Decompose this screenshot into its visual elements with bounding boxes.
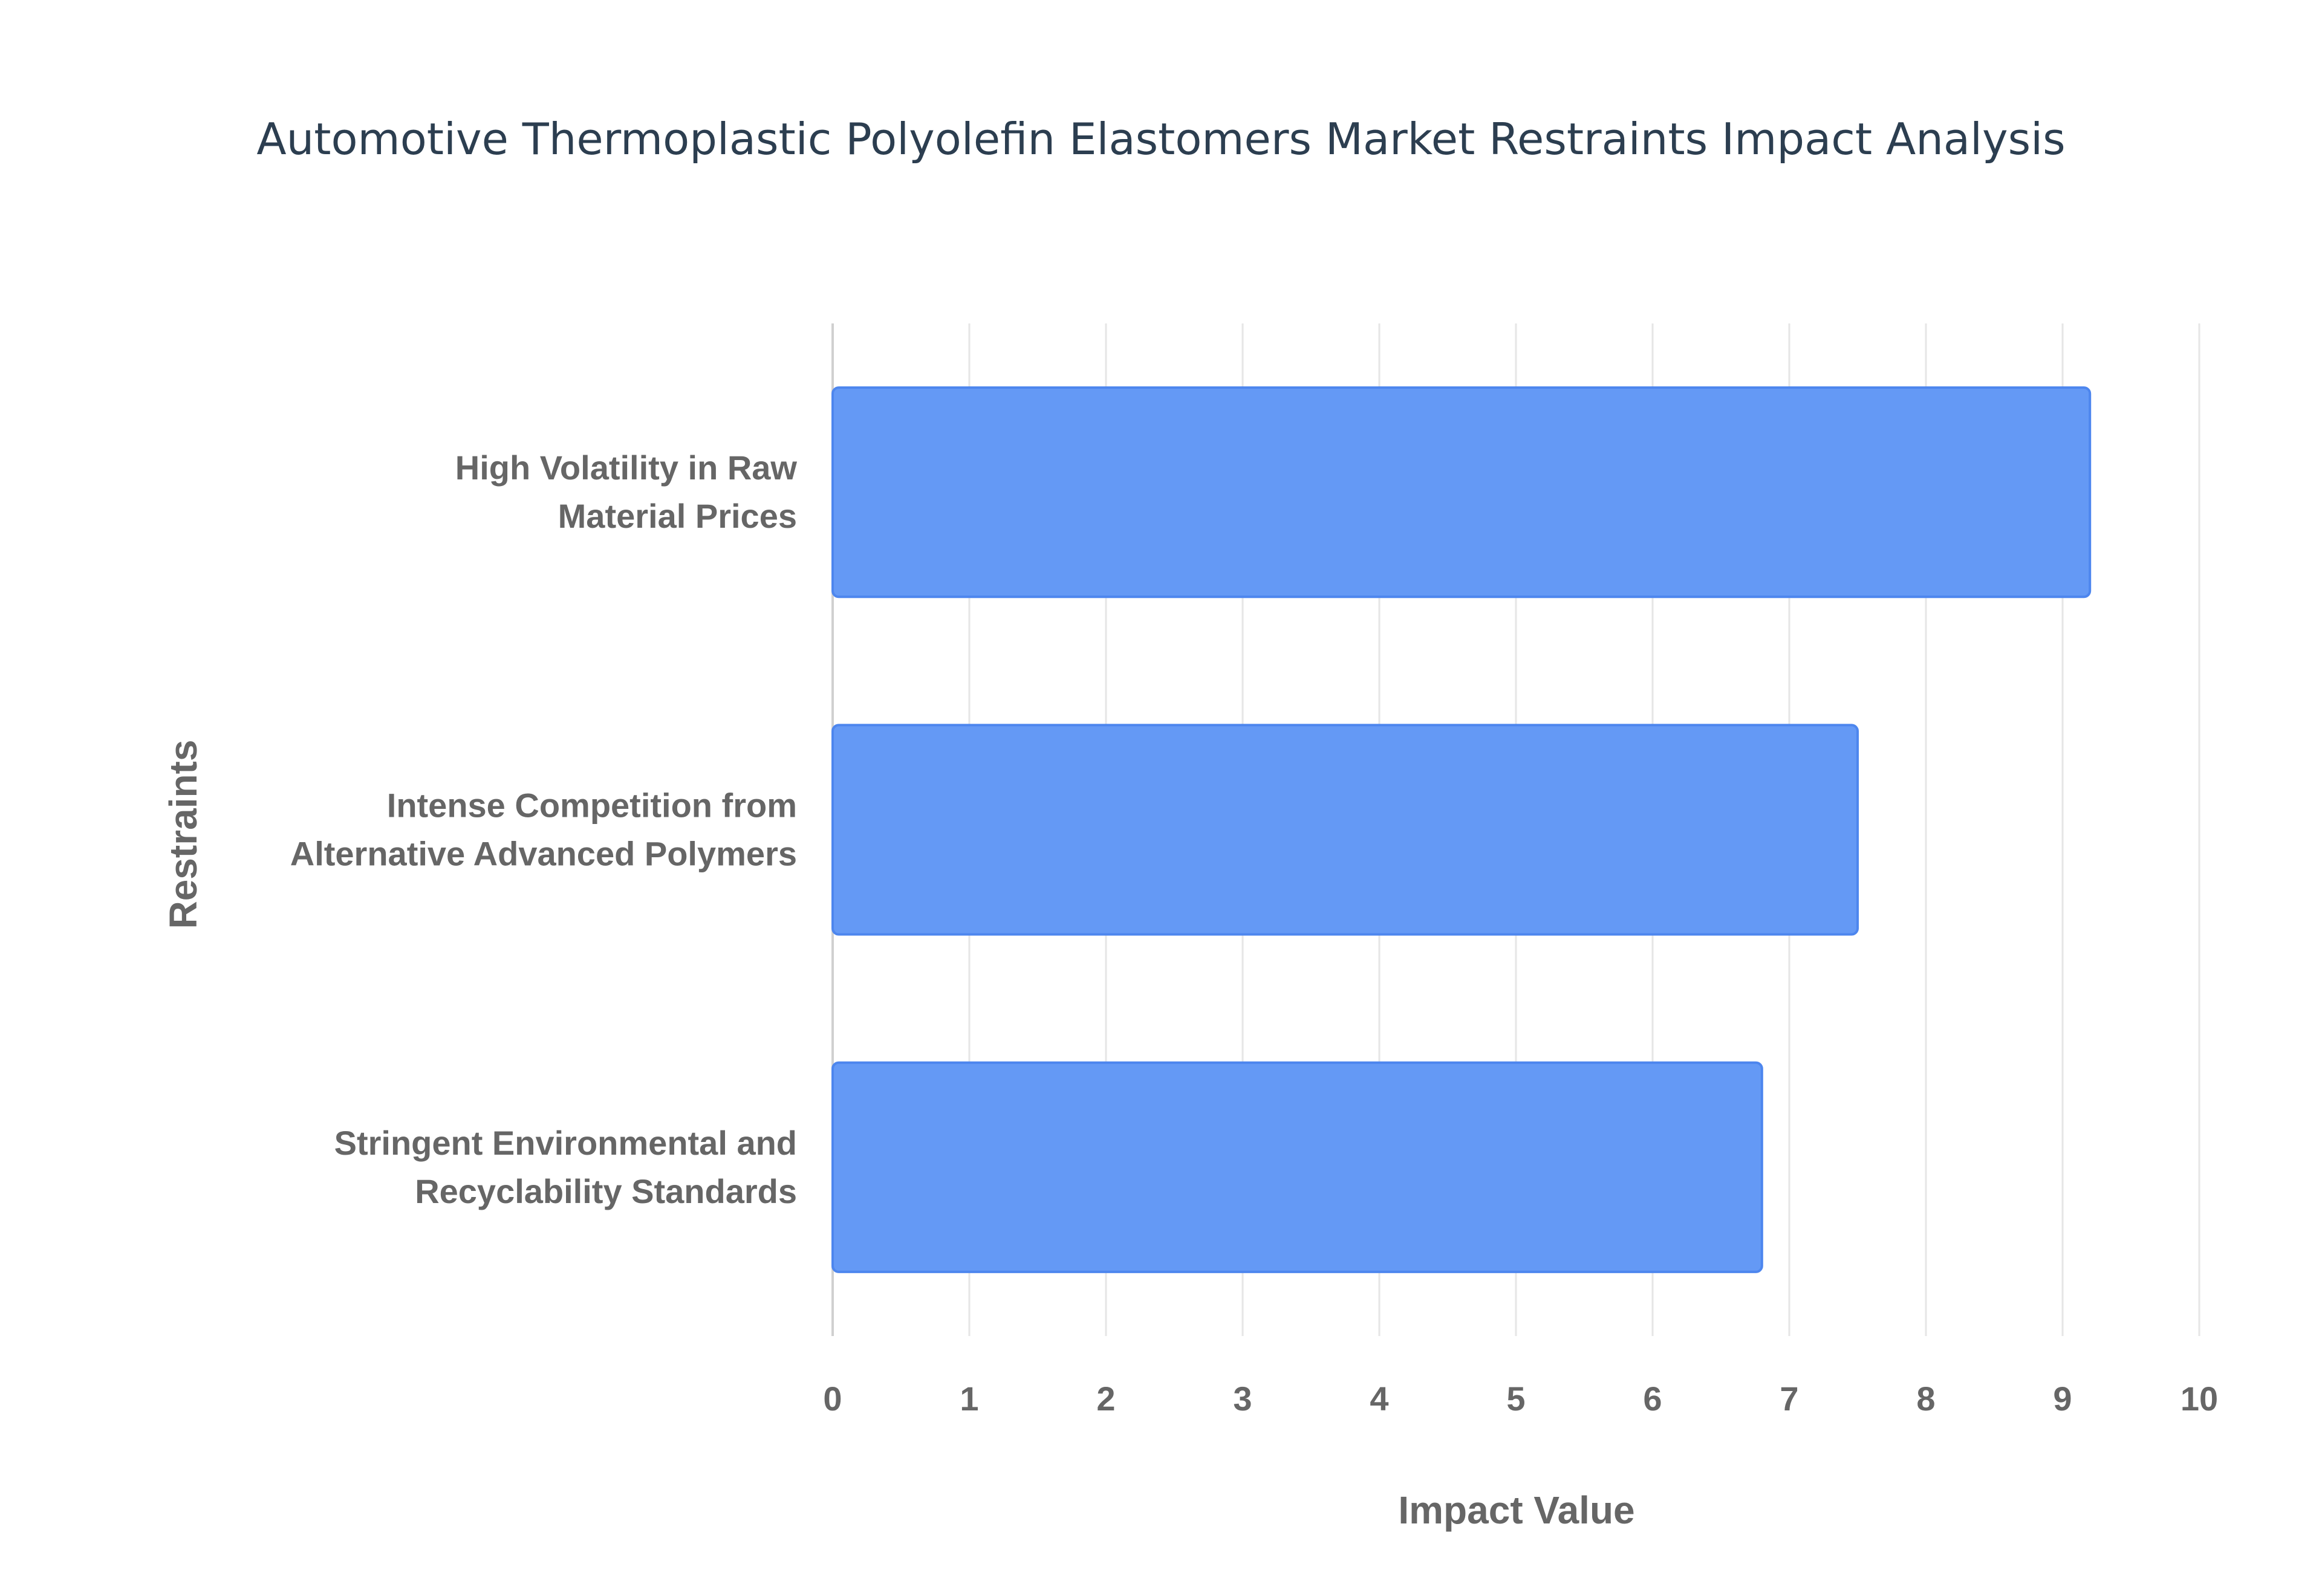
bars xyxy=(831,386,2092,1273)
chart-title: Automotive Thermoplastic Polyolefin Elas… xyxy=(256,114,2065,164)
x-tick-label: 6 xyxy=(1643,1380,1662,1418)
x-axis-title: Impact Value xyxy=(1398,1488,1634,1532)
x-tick-label: 4 xyxy=(1370,1380,1388,1418)
x-tick-label: 10 xyxy=(2181,1380,2218,1418)
category-label: Stringent Environmental and Recyclability… xyxy=(334,1124,797,1210)
x-tick-label: 5 xyxy=(1506,1380,1525,1418)
x-tick-labels: 0 1 2 3 4 5 6 7 8 9 10 xyxy=(823,1380,2218,1418)
category-label: Intense Competition from Alternative Adva… xyxy=(290,787,797,873)
x-tick-label: 1 xyxy=(960,1380,978,1418)
bar xyxy=(831,386,2092,598)
category-label: High Volatility in Raw Material Prices xyxy=(455,449,798,535)
x-tick-label: 3 xyxy=(1233,1380,1252,1418)
x-tick-label: 2 xyxy=(1096,1380,1115,1418)
category-labels: High Volatility in Raw Material Prices Int… xyxy=(290,449,798,1210)
x-tick-label: 0 xyxy=(823,1380,842,1418)
bar xyxy=(831,1061,1763,1273)
x-tick-label: 7 xyxy=(1780,1380,1798,1418)
x-tick-label: 9 xyxy=(2053,1380,2072,1418)
bar xyxy=(831,724,1859,936)
y-axis-title: Restraints xyxy=(161,740,205,929)
x-tick-label: 8 xyxy=(1916,1380,1935,1418)
